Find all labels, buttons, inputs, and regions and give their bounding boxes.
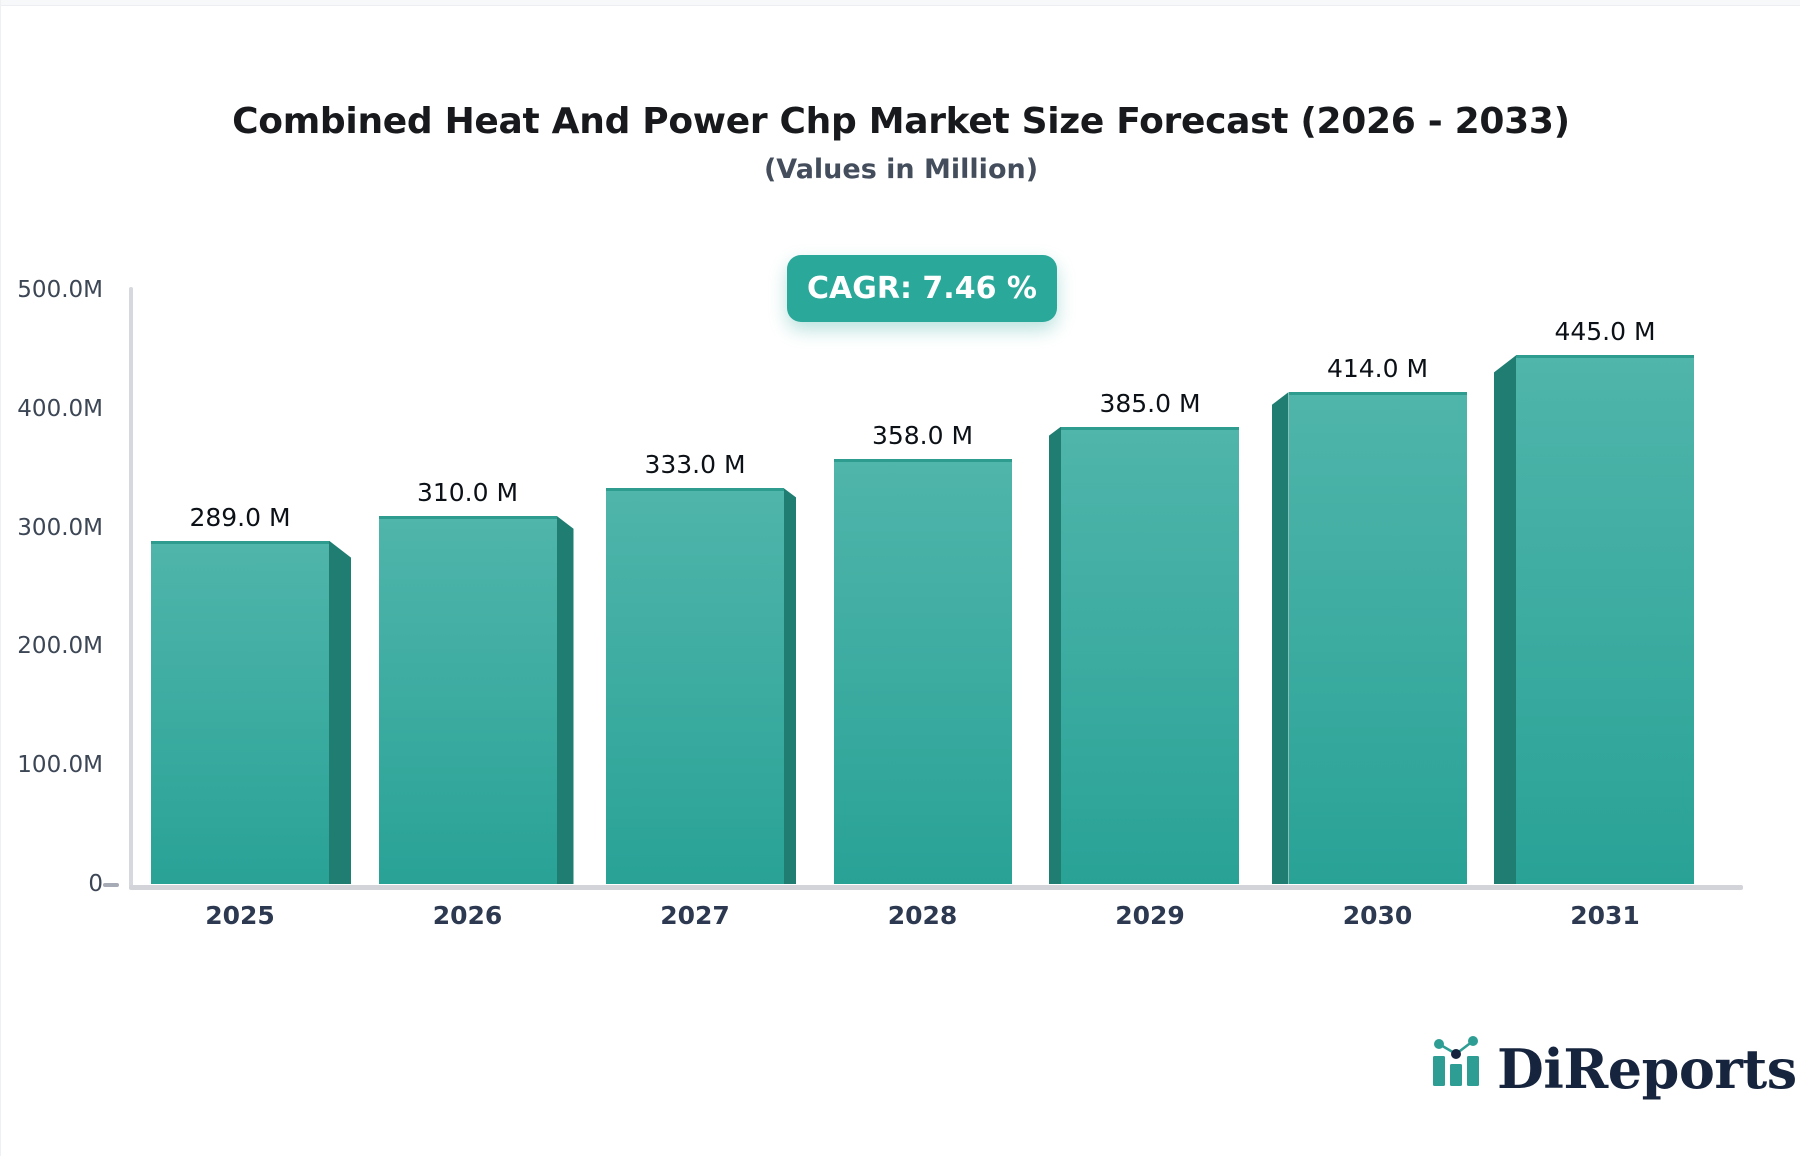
bar: [833, 458, 1012, 884]
bar-value-label: 414.0 M: [1326, 354, 1429, 384]
bar-top-edge: [151, 540, 329, 544]
bar-3d-side: [1271, 392, 1289, 884]
y-axis-tick-label: 200.0M: [17, 633, 103, 660]
bar-top-edge: [1516, 355, 1694, 359]
bar-top-edge: [378, 515, 557, 519]
x-axis-label: 2028: [887, 901, 958, 930]
bar: [1288, 392, 1467, 884]
y-axis-tick-label: 100.0M: [17, 752, 103, 779]
x-axis-label: 2031: [1570, 901, 1640, 930]
logo-bar-right: [1467, 1056, 1479, 1086]
cagr-badge: CAGR: 7.46 %: [787, 255, 1057, 322]
bar-value-label: 310.0 M: [416, 477, 519, 507]
zero-tick-mark: [103, 883, 119, 887]
page-top-edge: [1, 0, 1800, 6]
bar-top-edge: [606, 488, 784, 492]
bar-3d-side: [1494, 355, 1516, 884]
chart-title: Combined Heat And Power Chp Market Size …: [232, 101, 1570, 142]
bar: [606, 488, 784, 884]
direports-logo-text: DiReports: [1497, 1037, 1797, 1101]
logo-dot-middle: [1451, 1049, 1461, 1059]
bar-top-edge: [1061, 426, 1239, 430]
bar: [151, 540, 329, 884]
y-axis-tick-label: 500.0M: [17, 277, 103, 303]
x-axis-label: 2029: [1115, 901, 1185, 930]
x-axis-label: 2027: [660, 901, 730, 930]
y-axis-tick-label: 0: [88, 871, 103, 897]
y-axis-tick-label: 300.0M: [17, 514, 103, 541]
direports-logo: DiReports: [1429, 1032, 1797, 1098]
bar-value-label: 358.0 M: [871, 420, 974, 450]
bar: [1516, 355, 1694, 884]
bar-value-label: 445.0 M: [1554, 317, 1656, 347]
bar: [1061, 426, 1239, 884]
x-axis-label: 2030: [1342, 901, 1413, 930]
x-axis-line: [129, 885, 1743, 890]
bar: [378, 515, 557, 884]
logo-dot-right: [1468, 1036, 1478, 1046]
bar-3d-side: [556, 515, 574, 884]
x-axis-label: 2026: [432, 901, 503, 930]
bar-value-label: 289.0 M: [189, 502, 291, 532]
chart-subtitle: (Values in Million): [763, 154, 1039, 185]
bar-value-label: 333.0 M: [644, 450, 746, 480]
bar-top-edge: [1288, 392, 1467, 396]
y-axis-line: [129, 287, 133, 887]
logo-bar-left: [1433, 1056, 1445, 1086]
bar-top-edge: [833, 458, 1012, 462]
logo-dot-left: [1434, 1039, 1444, 1049]
y-axis-tick-label: 400.0M: [17, 395, 103, 422]
bar-value-label: 385.0 M: [1099, 388, 1201, 418]
bar-3d-side: [1049, 426, 1061, 884]
x-axis-label: 2025: [205, 901, 275, 930]
direports-logo-mark: [1433, 1036, 1479, 1086]
bar-3d-side: [784, 488, 796, 884]
logo-bar-middle: [1450, 1064, 1462, 1086]
bar-3d-side: [329, 540, 351, 884]
